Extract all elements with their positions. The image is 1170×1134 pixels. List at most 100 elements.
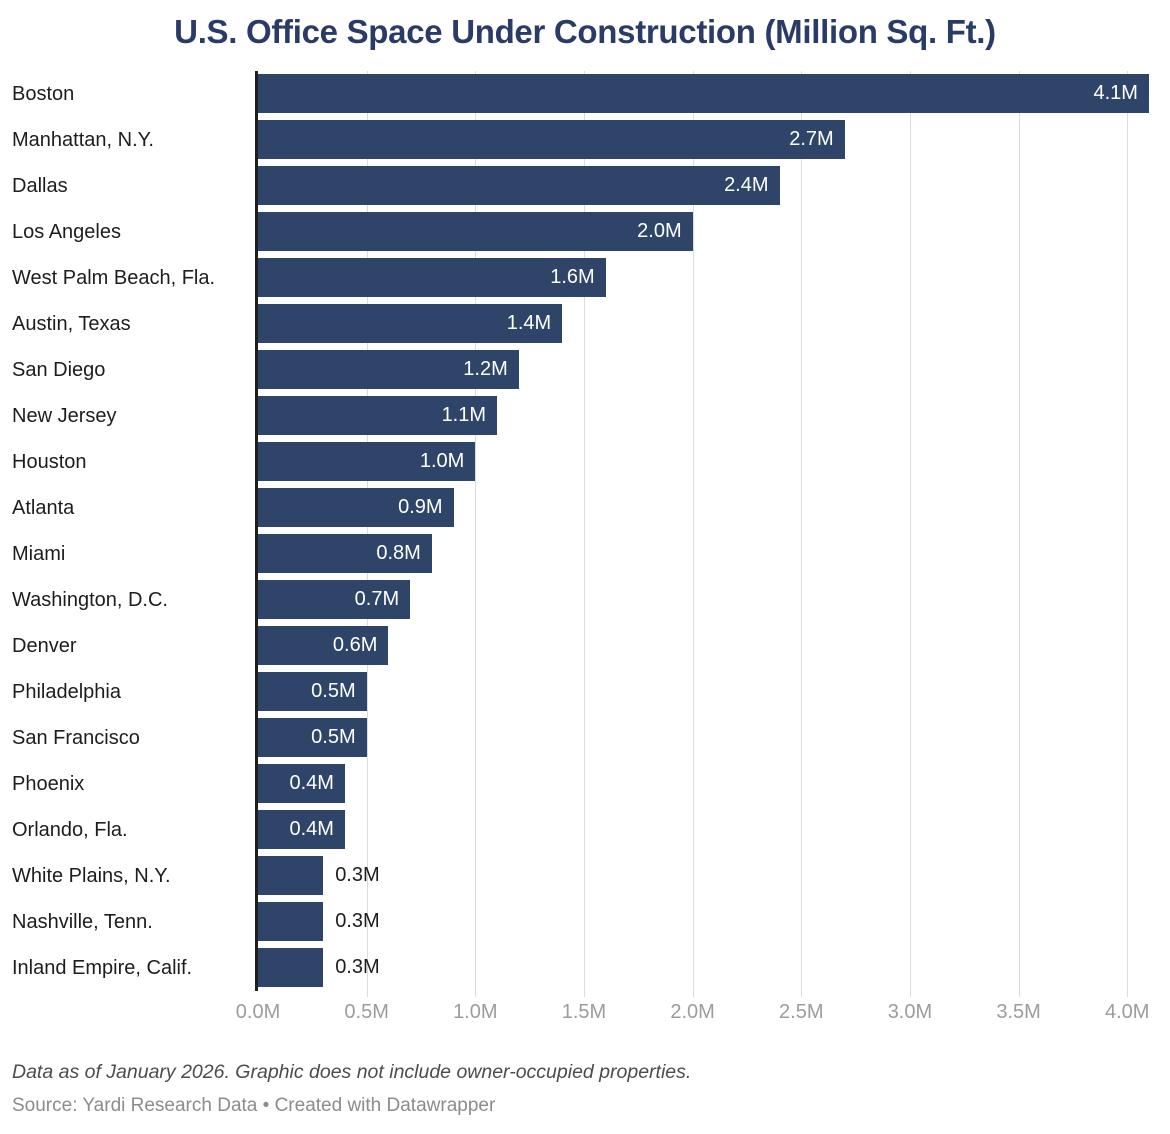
bar-track: 0.3M	[258, 853, 1162, 899]
gridline	[801, 70, 803, 997]
category-label: San Diego	[12, 358, 106, 381]
x-tick-label: 3.0M	[887, 1000, 933, 1023]
bar-track: 1.0M	[258, 439, 1162, 485]
category-label: Inland Empire, Calif.	[12, 956, 193, 979]
category-label: New Jersey	[12, 404, 117, 427]
bar: 0.7M	[258, 580, 411, 620]
value-label: 2.4M	[724, 174, 769, 197]
bar: 1.0M	[258, 442, 476, 482]
bar-track: 2.7M	[258, 117, 1162, 163]
bar-track: 0.8M	[258, 531, 1162, 577]
value-label: 1.1M	[441, 404, 487, 427]
value-label: 1.2M	[463, 358, 508, 381]
x-tick-label: 0.0M	[235, 1000, 281, 1023]
bar: 0.8M	[258, 534, 432, 574]
category-label: Atlanta	[12, 496, 75, 519]
value-label: 0.8M	[376, 542, 421, 565]
gridline	[475, 70, 477, 997]
bar: 0.9M	[258, 488, 454, 528]
category-label: Manhattan, N.Y.	[12, 128, 154, 151]
value-label: 1.6M	[550, 266, 595, 289]
bar-track: 0.6M	[258, 623, 1162, 669]
bar: 1.6M	[258, 258, 606, 298]
bar-row: Atlanta 0.9M	[0, 485, 1170, 531]
bar-track: 0.5M	[258, 669, 1162, 715]
bar-track: 0.4M	[258, 761, 1162, 807]
bar-track: 2.4M	[258, 163, 1162, 209]
gridline	[1127, 70, 1129, 997]
bar: 1.4M	[258, 304, 563, 344]
bar-track: 2.0M	[258, 209, 1162, 255]
bar-row: Philadelphia 0.5M	[0, 669, 1170, 715]
gridline	[1018, 70, 1020, 997]
bar-row: Inland Empire, Calif. 0.3M	[0, 945, 1170, 991]
category-label: Nashville, Tenn.	[12, 910, 153, 933]
bar-row: Dallas 2.4M	[0, 163, 1170, 209]
x-tick-label: 2.0M	[670, 1000, 715, 1023]
chart-title: U.S. Office Space Under Construction (Mi…	[174, 13, 996, 50]
bar-row: Washington, D.C. 0.7M	[0, 577, 1170, 623]
bar: 0.3M	[258, 856, 380, 896]
bar: 4.1M	[258, 74, 1149, 114]
gridline	[366, 70, 368, 997]
bar: 0.3M	[258, 948, 380, 988]
gridline	[583, 70, 585, 997]
chart-footer: Data as of January 2026. Graphic does no…	[12, 1060, 1158, 1119]
bar-track: 0.9M	[258, 485, 1162, 531]
value-label: 0.3M	[335, 910, 380, 933]
value-label: 1.4M	[506, 312, 552, 335]
bar-row: White Plains, N.Y. 0.3M	[0, 853, 1170, 899]
category-label: Miami	[12, 542, 66, 565]
bar-row: Phoenix 0.4M	[0, 761, 1170, 807]
bar-track: 0.5M	[258, 715, 1162, 761]
value-label: 2.0M	[637, 220, 682, 243]
bar-track: 0.4M	[258, 807, 1162, 853]
category-label: Orlando, Fla.	[12, 818, 128, 841]
bar: 0.5M	[258, 672, 367, 712]
bar-track: 0.7M	[258, 577, 1162, 623]
bar: 0.6M	[258, 626, 389, 666]
bar-track: 1.4M	[258, 301, 1162, 347]
bar-row: New Jersey 1.1M	[0, 393, 1170, 439]
zero-axis-line	[255, 70, 258, 991]
bar: 1.1M	[258, 396, 498, 436]
value-label: 0.5M	[311, 726, 356, 749]
gridline	[692, 70, 694, 997]
bar-row: Los Angeles 2.0M	[0, 209, 1170, 255]
bar-row: West Palm Beach, Fla. 1.6M	[0, 255, 1170, 301]
bar-row: Austin, Texas 1.4M	[0, 301, 1170, 347]
bar: 0.4M	[258, 764, 345, 804]
bar: 2.7M	[258, 120, 845, 160]
bar-row: Nashville, Tenn. 0.3M	[0, 899, 1170, 945]
bar-row: Miami 0.8M	[0, 531, 1170, 577]
bar-track: 1.6M	[258, 255, 1162, 301]
x-tick-label: 4.0M	[1104, 1000, 1150, 1023]
gridlines-layer	[255, 70, 1162, 997]
category-label: Boston	[12, 82, 75, 105]
category-label: Dallas	[12, 174, 68, 197]
category-label: West Palm Beach, Fla.	[12, 266, 216, 289]
bar-track: 0.3M	[258, 945, 1162, 991]
bar-row: Boston 4.1M	[0, 71, 1170, 117]
gridline	[909, 70, 911, 997]
bar-row: Houston 1.0M	[0, 439, 1170, 485]
bar: 1.2M	[258, 350, 519, 390]
bar: 2.4M	[258, 166, 780, 206]
category-label: Phoenix	[12, 772, 85, 795]
category-label: Los Angeles	[12, 220, 121, 243]
value-label: 0.3M	[335, 956, 380, 979]
value-label: 0.4M	[289, 772, 334, 795]
bar-track: 4.1M	[258, 71, 1162, 117]
plot-area: Boston 4.1M Manhattan, N.Y. 2.7M Dallas …	[0, 70, 1170, 997]
bar: 0.3M	[258, 902, 380, 942]
value-label: 0.7M	[354, 588, 400, 611]
bar-track: 0.3M	[258, 899, 1162, 945]
bar: 0.5M	[258, 718, 367, 758]
bar-row: San Francisco 0.5M	[0, 715, 1170, 761]
category-label: Denver	[12, 634, 77, 657]
category-label: Austin, Texas	[12, 312, 131, 335]
bar-row: Orlando, Fla. 0.4M	[0, 807, 1170, 853]
value-label: 0.5M	[311, 680, 356, 703]
x-tick-label: 3.5M	[996, 1000, 1041, 1023]
